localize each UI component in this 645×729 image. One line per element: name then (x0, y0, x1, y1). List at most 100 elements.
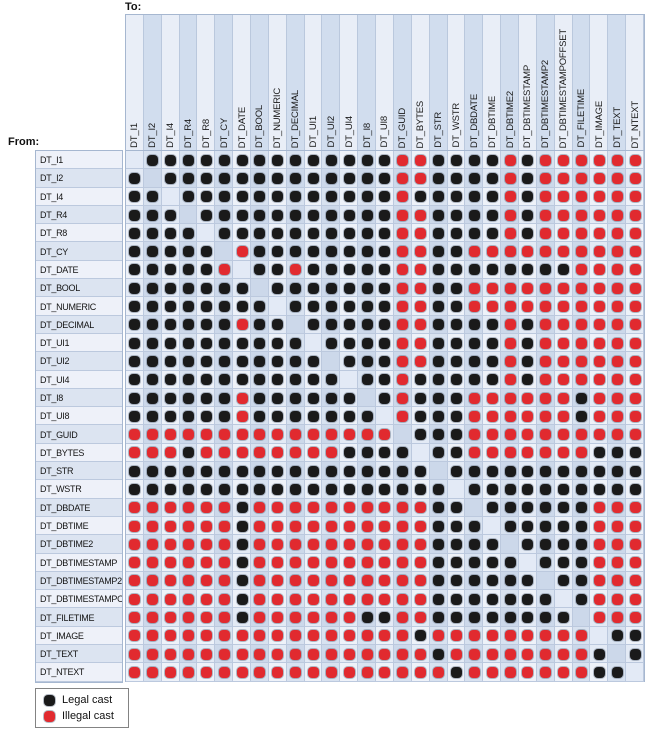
illegal-cast-dot (308, 429, 320, 441)
illegal-cast-dot (236, 429, 248, 441)
matrix-cell (483, 516, 502, 536)
column-header-label: DT_DECIMAL (290, 89, 302, 148)
legal-cast-dot (343, 447, 355, 459)
matrix-cell (304, 388, 323, 408)
matrix-cell (429, 187, 448, 206)
row-header-dt_ui1: DT_UI1 (36, 333, 122, 353)
matrix-cell (251, 224, 269, 243)
legal-cast-dot (522, 227, 534, 239)
legal-cast-dot (325, 392, 337, 404)
matrix-cell (286, 462, 305, 481)
illegal-cast-dot (558, 630, 570, 642)
illegal-cast-dot (44, 710, 55, 722)
legal-cast-dot (147, 319, 159, 331)
illegal-cast-dot (343, 612, 355, 624)
matrix-cell (376, 205, 394, 225)
matrix-cell (501, 535, 519, 554)
illegal-cast-dot (361, 538, 373, 550)
illegal-cast-dot (629, 301, 641, 313)
legal-cast-dot (129, 191, 141, 203)
legend-label-illegal: Illegal cast (62, 710, 114, 722)
illegal-cast-dot (575, 447, 587, 459)
legal-cast-dot (218, 227, 230, 239)
legal-cast-dot (575, 465, 587, 477)
legal-cast-dot (129, 172, 141, 184)
matrix-cell (518, 169, 537, 188)
legal-cast-dot (129, 301, 141, 313)
legal-cast-dot (361, 355, 373, 367)
illegal-cast-dot (397, 209, 409, 221)
matrix-cell (197, 553, 216, 572)
matrix-cell (393, 169, 412, 188)
legal-cast-dot (272, 264, 284, 276)
illegal-cast-dot (272, 593, 284, 605)
matrix-cell (626, 425, 644, 444)
illegal-cast-dot (522, 630, 534, 642)
legal-cast-dot (575, 483, 587, 495)
legal-cast-dot (540, 465, 552, 477)
legal-cast-dot (504, 520, 516, 532)
matrix-cell (340, 498, 359, 517)
legal-cast-dot (504, 557, 516, 569)
matrix-cell (590, 370, 609, 389)
matrix-cell (358, 187, 377, 206)
legal-cast-dot (504, 502, 516, 514)
matrix-cell (608, 242, 627, 261)
matrix-cell (215, 425, 234, 444)
legal-cast-dot (379, 337, 391, 349)
matrix-cell (179, 333, 198, 353)
illegal-cast-dot (522, 282, 534, 294)
matrix-cell (340, 279, 359, 298)
legal-cast-dot (379, 392, 391, 404)
matrix-cell (393, 352, 412, 371)
illegal-cast-dot (486, 392, 498, 404)
legal-cast-dot (290, 465, 302, 477)
matrix-cell (215, 315, 234, 334)
matrix-cell (376, 535, 394, 554)
illegal-cast-dot (522, 429, 534, 441)
matrix-cell (590, 260, 609, 280)
row-header-dt_bool: DT_BOOL (36, 279, 122, 298)
row-header-dt_filetime: DT_FILETIME (36, 608, 122, 627)
column-header-dt_r8: DT_R8 (197, 15, 216, 150)
column-header-dt_dbdate: DT_DBDATE (465, 15, 484, 150)
matrix-cell (376, 388, 394, 408)
matrix-cell (161, 352, 180, 371)
illegal-cast-dot (415, 282, 427, 294)
matrix-cell (608, 260, 627, 280)
matrix-cell (572, 590, 591, 609)
row-header-dt_guid: DT_GUID (36, 425, 122, 444)
matrix-cell (447, 205, 466, 225)
illegal-cast-dot (165, 630, 177, 642)
matrix-cell (304, 608, 323, 627)
illegal-cast-dot (218, 520, 230, 532)
legal-cast-dot (147, 483, 159, 495)
matrix-cell (126, 663, 144, 682)
matrix-cell (126, 608, 144, 627)
matrix-cell (197, 187, 216, 206)
row-labels: DT_I1 DT_I2 DT_I4 DT_R4 DT_R8 DT_CY DT_DATE DT_… (35, 150, 123, 683)
legal-cast-dot (415, 374, 427, 386)
matrix-cell (268, 571, 287, 591)
legal-cast-dot (236, 483, 248, 495)
column-header-dt_dbtime2: DT_DBTIME2 (501, 15, 519, 150)
matrix-cell (233, 260, 252, 280)
matrix-cell (501, 407, 519, 426)
matrix-cell (465, 498, 484, 517)
matrix-cell (340, 169, 359, 188)
illegal-cast-dot (558, 666, 570, 678)
matrix-cell (483, 407, 502, 426)
matrix-cell (393, 242, 412, 261)
matrix-cell (411, 297, 430, 316)
illegal-cast-dot (540, 630, 552, 642)
matrix-cell (268, 352, 287, 371)
column-header-label: DT_WSTR (450, 103, 462, 148)
matrix-cell (429, 462, 448, 481)
legal-cast-dot (254, 209, 266, 221)
matrix-cell (608, 663, 627, 682)
legal-cast-dot (433, 374, 445, 386)
legal-cast-dot (415, 429, 427, 441)
matrix-cell (322, 608, 341, 627)
matrix-cell (143, 407, 162, 426)
matrix-cell (126, 443, 144, 463)
